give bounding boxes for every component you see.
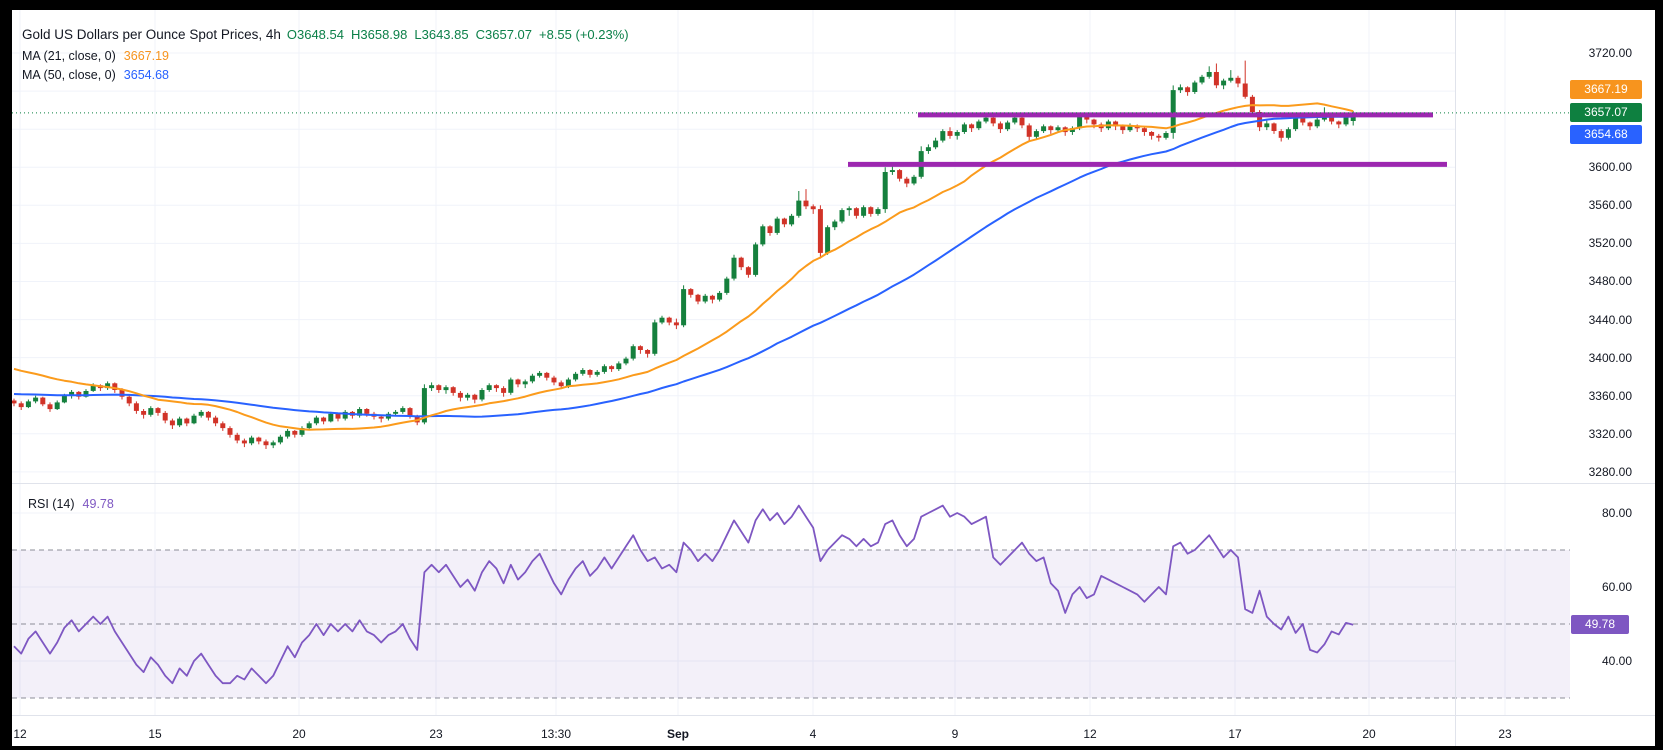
- price-axis-label: 3360.00: [1588, 388, 1632, 403]
- ma50-value: 3654.68: [123, 68, 169, 82]
- price-axis-label: 3400.00: [1588, 350, 1632, 365]
- symbol-legend-row[interactable]: Gold US Dollars per Ounce Spot Prices, 4…: [22, 26, 636, 44]
- main-legend[interactable]: Gold US Dollars per Ounce Spot Prices, 4…: [22, 26, 636, 82]
- price-axis-label: 3600.00: [1588, 160, 1632, 175]
- price-axis-label: 3720.00: [1588, 46, 1632, 60]
- time-axis-label: 9: [951, 727, 959, 741]
- price-axis-label: 3320.00: [1588, 426, 1632, 441]
- time-axis-label: 15: [148, 727, 162, 741]
- price-axis-label: 3280.00: [1588, 464, 1632, 479]
- rsi-value: 49.78: [82, 497, 114, 511]
- time-axis-label: 17: [1228, 727, 1242, 741]
- chart-title: Gold US Dollars per Ounce Spot Prices, 4…: [22, 27, 281, 42]
- rsi-value-badge: 49.78: [1571, 615, 1629, 634]
- rsi-axis-label: 60.00: [1601, 580, 1632, 594]
- change-value: +8.55 (+0.23%): [539, 27, 629, 42]
- rsi-line: [13, 504, 1354, 685]
- ma50-price-badge: 3654.68: [1570, 125, 1642, 144]
- ohlc-values: O3648.54 H3658.98 L3643.85 C3657.07 +8.55 (+…: [287, 27, 636, 42]
- ma21-value: 3667.19: [123, 49, 169, 63]
- rsi-label: RSI (14): [28, 497, 75, 511]
- time-axis-divider: [12, 715, 1655, 716]
- time-axis-label: 20: [1362, 727, 1376, 741]
- ma50-line: [13, 115, 1354, 418]
- chart-canvas[interactable]: [12, 10, 1655, 746]
- time-axis-label: 20: [292, 727, 306, 741]
- close-value: C3657.07: [475, 27, 532, 42]
- time-axis-label: 13:30: [540, 727, 572, 741]
- price-axis-label: 3520.00: [1588, 236, 1632, 251]
- time-axis-label: 12: [13, 727, 27, 741]
- rsi-legend[interactable]: RSI (14) 49.78: [28, 497, 114, 511]
- time-axis-label: Sep: [666, 727, 690, 741]
- price-axis-label: 3560.00: [1588, 198, 1632, 213]
- time-axis-label: 4: [809, 727, 817, 741]
- rsi-axis-label: 40.00: [1601, 654, 1632, 668]
- pane-divider[interactable]: [12, 483, 1655, 484]
- time-axis-label: 23: [429, 727, 443, 741]
- ma21-legend-row[interactable]: MA (21, close, 0) 3667.19: [22, 49, 636, 63]
- time-axis-label: 23: [1498, 727, 1512, 741]
- ma21-label: MA (21, close, 0): [22, 49, 116, 63]
- chart-card[interactable]: Gold US Dollars per Ounce Spot Prices, 4…: [12, 10, 1655, 746]
- ma50-legend-row[interactable]: MA (50, close, 0) 3654.68: [22, 68, 636, 82]
- low-value: L3643.85: [414, 27, 469, 42]
- time-axis-label: 12: [1083, 727, 1097, 741]
- ma21-line: [13, 102, 1354, 431]
- open-value: O3648.54: [286, 27, 344, 42]
- price-axis-label: 3440.00: [1588, 312, 1632, 327]
- price-axis-label: 3480.00: [1588, 274, 1632, 289]
- last-price-badge: 3657.07: [1570, 103, 1642, 122]
- ma21-price-badge: 3667.19: [1570, 80, 1642, 99]
- candles-series: [12, 60, 1356, 449]
- high-value: H3658.98: [350, 27, 408, 42]
- rsi-axis-label: 80.00: [1601, 506, 1632, 520]
- price-axis-divider: [1455, 10, 1456, 746]
- ma50-label: MA (50, close, 0): [22, 68, 116, 82]
